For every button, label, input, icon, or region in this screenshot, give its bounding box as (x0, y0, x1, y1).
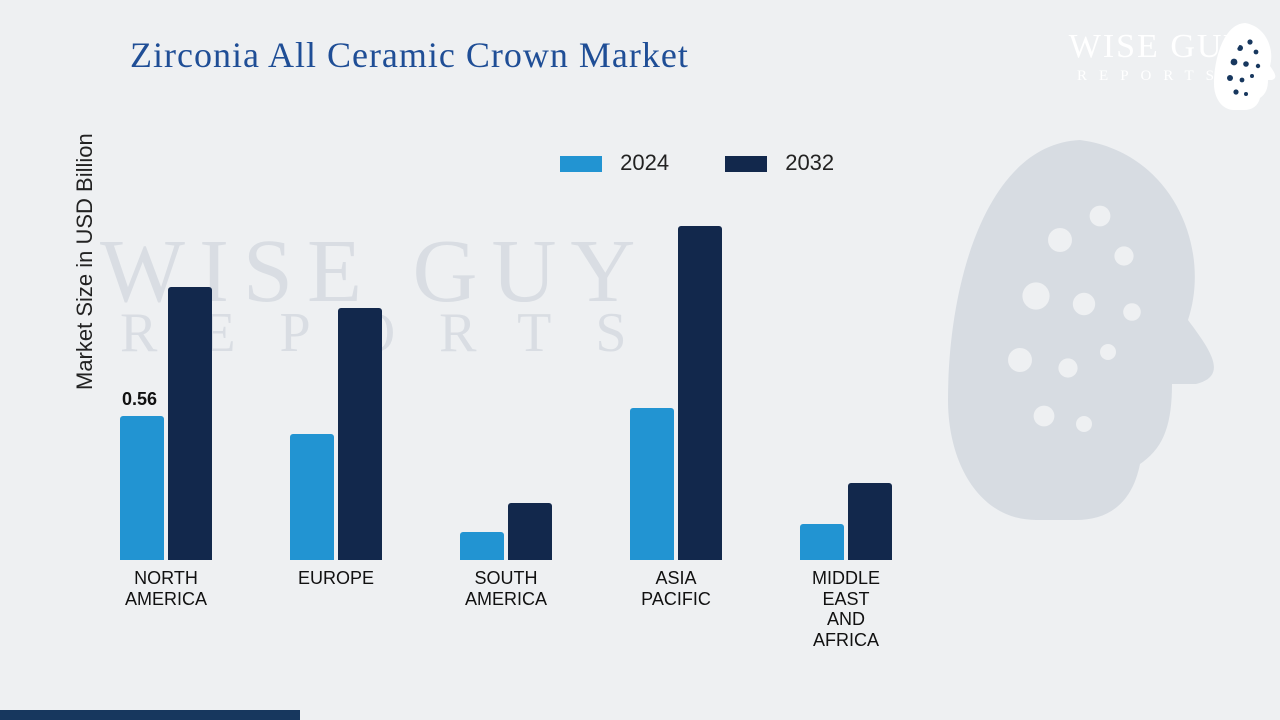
y-axis-label: Market Size in USD Billion (72, 133, 98, 390)
bar (460, 532, 504, 560)
category-label: NORTHAMERICA (96, 568, 236, 609)
category-label: ASIAPACIFIC (606, 568, 746, 609)
brand-bottom-text: REPORTS (1069, 68, 1250, 85)
brand-top-text: WISE GUY (1069, 28, 1250, 66)
legend-swatch-2024 (560, 156, 602, 172)
category-label: SOUTHAMERICA (436, 568, 576, 609)
bottom-accent-bar (0, 710, 300, 720)
legend: 2024 2032 (560, 150, 834, 176)
bar (338, 308, 382, 560)
bar (508, 503, 552, 560)
category-label: EUROPE (266, 568, 406, 589)
bar-value-label: 0.56 (122, 389, 157, 410)
bar (848, 483, 892, 560)
legend-label-2024: 2024 (620, 150, 669, 175)
bar (800, 524, 844, 560)
bar (290, 434, 334, 560)
chart-title: Zirconia All Ceramic Crown Market (130, 34, 689, 76)
bar (168, 287, 212, 560)
plot-area: NORTHAMERICAEUROPESOUTHAMERICAASIAPACIFI… (100, 200, 920, 560)
bar (678, 226, 722, 560)
bar (120, 416, 164, 560)
brand-logo-text: WISE GUY REPORTS (1069, 28, 1250, 85)
legend-item-2032: 2032 (725, 150, 834, 176)
chart-canvas: WISE GUY REPORTS WISE GUY REPORTS Zircon… (0, 0, 1280, 720)
legend-label-2032: 2032 (785, 150, 834, 175)
legend-swatch-2032 (725, 156, 767, 172)
legend-item-2024: 2024 (560, 150, 669, 176)
category-label: MIDDLEEASTANDAFRICA (776, 568, 916, 651)
bar (630, 408, 674, 560)
